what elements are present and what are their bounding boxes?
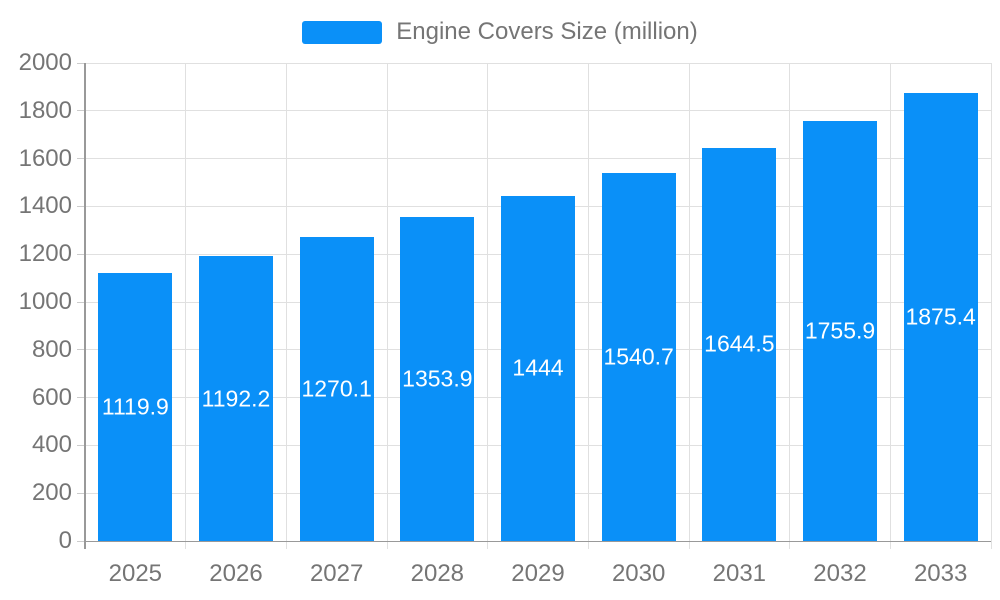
bar-2032[interactable] <box>803 121 877 541</box>
legend-swatch <box>302 20 383 44</box>
bar-2025[interactable] <box>98 273 173 541</box>
y-tick <box>77 253 85 255</box>
y-gridline <box>85 62 991 64</box>
x-gridline <box>487 63 489 549</box>
x-axis-label: 2032 <box>813 560 867 587</box>
x-gridline <box>386 63 388 549</box>
y-tick <box>77 110 85 112</box>
y-gridline <box>85 110 991 112</box>
y-tick <box>77 301 85 303</box>
bar-2029[interactable] <box>501 195 575 541</box>
y-tick <box>77 205 85 207</box>
x-axis-label: 2029 <box>511 560 565 587</box>
y-tick <box>77 62 85 64</box>
bar-2033[interactable] <box>903 92 978 541</box>
bar-2027[interactable] <box>299 237 374 541</box>
bar-value-label: 1353.9 <box>402 365 473 392</box>
y-axis-label: 1400 <box>18 192 72 220</box>
y-axis-label: 800 <box>31 335 72 363</box>
y-axis-label: 1200 <box>18 240 72 268</box>
bar-value-label: 1444 <box>512 354 564 381</box>
legend-label: Engine Covers Size (million) <box>396 18 698 45</box>
y-axis-label: 200 <box>31 479 72 507</box>
bar-2030[interactable] <box>601 172 676 541</box>
x-gridline <box>789 63 791 549</box>
y-tick <box>77 349 85 351</box>
x-axis-label: 2025 <box>108 560 163 587</box>
y-axis-label: 400 <box>31 431 72 459</box>
x-axis-label: 2033 <box>913 560 968 587</box>
x-axis-line <box>85 540 991 542</box>
bar-2026[interactable] <box>199 256 273 541</box>
x-axis-label: 2026 <box>209 560 263 587</box>
legend-item[interactable]: Engine Covers Size (million) <box>0 18 1000 46</box>
bar-value-label: 1875.4 <box>905 303 976 330</box>
bar-2031[interactable] <box>702 147 777 541</box>
bar-value-label: 1270.1 <box>301 375 372 402</box>
y-tick <box>77 158 85 160</box>
bar-2028[interactable] <box>400 217 475 541</box>
x-gridline <box>587 63 589 549</box>
bar-value-label: 1119.9 <box>101 393 169 420</box>
bar-value-label: 1192.2 <box>201 385 271 412</box>
y-axis-label: 0 <box>58 527 72 554</box>
y-axis-line <box>84 63 86 549</box>
x-gridline <box>990 63 992 549</box>
x-axis-label: 2030 <box>611 560 666 587</box>
x-gridline <box>185 63 187 549</box>
y-tick <box>77 492 85 494</box>
y-gridline <box>85 158 991 160</box>
y-tick <box>77 444 85 446</box>
y-axis-label: 1600 <box>18 144 72 172</box>
y-tick <box>77 540 85 542</box>
x-axis-label: 2027 <box>309 560 364 587</box>
x-gridline <box>285 63 287 549</box>
x-gridline <box>889 63 891 549</box>
x-axis-label: 2028 <box>410 560 465 587</box>
y-axis-label: 600 <box>31 383 72 411</box>
y-axis-label: 1000 <box>18 288 72 315</box>
y-tick <box>77 397 85 399</box>
y-axis-label: 1800 <box>18 96 72 124</box>
bar-value-label: 1644.5 <box>704 330 775 357</box>
y-axis-label: 2000 <box>18 49 72 76</box>
bar-value-label: 1540.7 <box>603 343 674 370</box>
x-axis-label: 2031 <box>712 560 767 587</box>
x-gridline <box>688 63 690 549</box>
bar-value-label: 1755.9 <box>804 317 876 344</box>
